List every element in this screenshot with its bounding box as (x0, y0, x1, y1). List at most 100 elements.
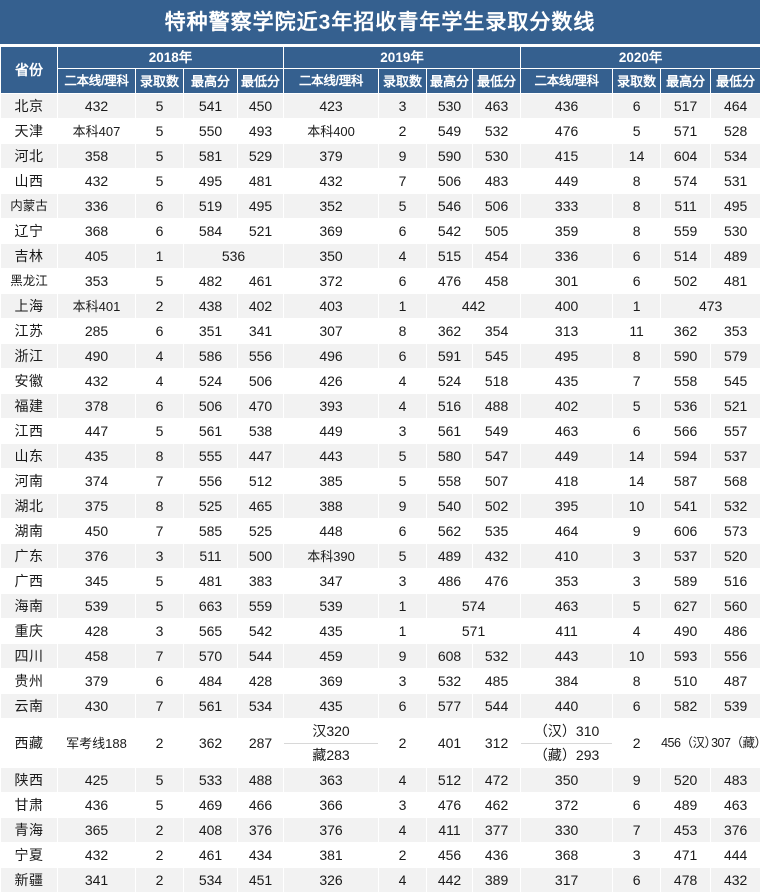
cell-2020-max: 593 (661, 644, 711, 669)
cell-2019-count: 3 (379, 793, 427, 818)
cell-2020-max: 490 (661, 619, 711, 644)
cell-2018-max: 519 (184, 194, 238, 219)
cell-2020-score-merged: 473 (661, 294, 760, 319)
cell-2018-max: 506 (184, 394, 238, 419)
cell-2018-baseline: 436 (58, 793, 136, 818)
cell-2020-min: 376 (711, 818, 760, 843)
cell-2020-min: 487 (711, 669, 760, 694)
cell-2019-min: 535 (473, 519, 521, 544)
cell-2020-count: 4 (613, 619, 661, 644)
cell-2019-max: 411 (427, 818, 473, 843)
cell-2019-count: 2 (379, 843, 427, 868)
cell-2018-baseline: 425 (58, 768, 136, 793)
cell-2019-count: 4 (379, 244, 427, 269)
cell-2019-max: 476 (427, 793, 473, 818)
row-province-label: 陕西 (1, 768, 58, 793)
cell-2020-min: 486 (711, 619, 760, 644)
cell-2019-max: 515 (427, 244, 473, 269)
row-province-label: 安徽 (1, 369, 58, 394)
cell-2018-baseline: 本科407 (58, 119, 136, 144)
cell-2018-baseline: 365 (58, 818, 136, 843)
row-province-label: 辽宁 (1, 219, 58, 244)
cell-2018-count: 5 (136, 594, 184, 619)
cell-2020-min: 579 (711, 344, 760, 369)
cell-2018-min: 542 (238, 619, 284, 644)
cell-2020-count: 8 (613, 669, 661, 694)
cell-2020-min: 531 (711, 169, 760, 194)
cell-2018-baseline: 345 (58, 569, 136, 594)
header-row-years: 省份 2018年 2019年 2020年 (1, 47, 760, 69)
column-group-2018: 2018年 (58, 47, 284, 69)
cell-2018-count: 7 (136, 694, 184, 719)
cell-2018-min: 428 (238, 669, 284, 694)
cell-2019-baseline: 435 (284, 619, 379, 644)
cell-2020-min: 463 (711, 793, 760, 818)
cell-2020-min: 556 (711, 644, 760, 669)
cell-2018-min: 538 (238, 419, 284, 444)
cell-2020-max: 566 (661, 419, 711, 444)
cell-2020-count: 14 (613, 469, 661, 494)
cell-2020-count: 5 (613, 119, 661, 144)
cell-2018-max: 555 (184, 444, 238, 469)
row-province-label: 四川 (1, 644, 58, 669)
cell-2018-baseline: 450 (58, 519, 136, 544)
cell-2019-count: 6 (379, 519, 427, 544)
cell-2020-min: 534 (711, 144, 760, 169)
cell-2019-max: 580 (427, 444, 473, 469)
cell-2018-baseline: 本科401 (58, 294, 136, 319)
cell-2018-baseline: 374 (58, 469, 136, 494)
cell-2019-min: 530 (473, 144, 521, 169)
cell-2019-count: 7 (379, 169, 427, 194)
cell-2019-baseline: 369 (284, 219, 379, 244)
row-province-label: 西藏 (1, 719, 58, 768)
cell-2018-baseline: 458 (58, 644, 136, 669)
cell-2019-min: 502 (473, 494, 521, 519)
cell-2019-count: 6 (379, 269, 427, 294)
cell-2019-baseline: 363 (284, 768, 379, 793)
cell-2018-count: 7 (136, 519, 184, 544)
cell-2019-min: 458 (473, 269, 521, 294)
cell-2018-count: 4 (136, 369, 184, 394)
cell-2018-max: 362 (184, 719, 238, 768)
cell-2018-max: 511 (184, 544, 238, 569)
cell-2019-count: 3 (379, 419, 427, 444)
cell-2018-max: 534 (184, 868, 238, 893)
cell-2019-baseline: 379 (284, 144, 379, 169)
cell-2020-max: 587 (661, 469, 711, 494)
cell-2020-min: 560 (711, 594, 760, 619)
cell-2020-count: 3 (613, 569, 661, 594)
cell-2020-count: 6 (613, 94, 661, 119)
cell-2020-min: 432 (711, 868, 760, 893)
cell-2019-min: 506 (473, 194, 521, 219)
row-province-label: 青海 (1, 818, 58, 843)
cell-2018-baseline: 432 (58, 169, 136, 194)
cell-2018-baseline: 375 (58, 494, 136, 519)
cell-2020-min: 516 (711, 569, 760, 594)
cell-2018-count: 3 (136, 544, 184, 569)
cell-2020-count: 9 (613, 768, 661, 793)
cell-2018-min: 534 (238, 694, 284, 719)
cell-2018-max: 570 (184, 644, 238, 669)
cell-2018-baseline: 432 (58, 843, 136, 868)
cell-2018-min: 521 (238, 219, 284, 244)
row-province-label: 福建 (1, 394, 58, 419)
row-province-label: 湖南 (1, 519, 58, 544)
cell-2019-max: 590 (427, 144, 473, 169)
cell-2020-max: 537 (661, 544, 711, 569)
cell-2018-max: 584 (184, 219, 238, 244)
cell-2019-min: 544 (473, 694, 521, 719)
cell-2020-baseline: 443 (521, 644, 613, 669)
cell-2019-count: 5 (379, 194, 427, 219)
cell-2018-min: 465 (238, 494, 284, 519)
cell-2019-max: 442 (427, 868, 473, 893)
cell-2019-baseline: 372 (284, 269, 379, 294)
cell-2018-count: 5 (136, 94, 184, 119)
cell-2020-max: 511 (661, 194, 711, 219)
cell-2018-min: 376 (238, 818, 284, 843)
cell-2018-min: 525 (238, 519, 284, 544)
